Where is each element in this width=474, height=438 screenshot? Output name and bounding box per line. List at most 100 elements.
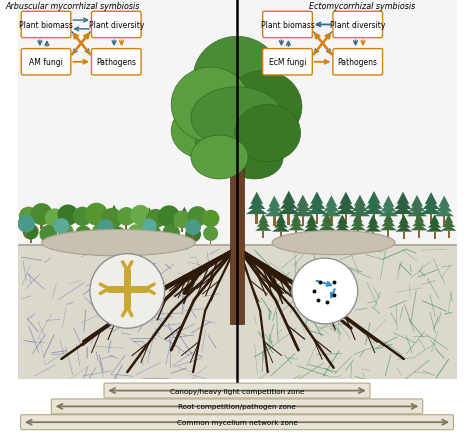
Polygon shape bbox=[255, 225, 272, 231]
Circle shape bbox=[130, 205, 151, 226]
Bar bbox=[196, 217, 199, 231]
Polygon shape bbox=[414, 213, 424, 223]
Polygon shape bbox=[73, 216, 85, 220]
FancyBboxPatch shape bbox=[263, 12, 312, 39]
Bar bbox=[359, 217, 361, 226]
Circle shape bbox=[75, 226, 91, 243]
Polygon shape bbox=[394, 200, 411, 209]
Text: Root competition/pathogen zone: Root competition/pathogen zone bbox=[178, 403, 296, 410]
Polygon shape bbox=[420, 207, 442, 215]
Bar bbox=[255, 215, 258, 225]
Bar bbox=[82, 217, 83, 230]
Ellipse shape bbox=[193, 37, 281, 120]
Circle shape bbox=[101, 208, 122, 230]
FancyBboxPatch shape bbox=[104, 383, 370, 398]
Circle shape bbox=[158, 206, 180, 228]
Text: Ectomycorrhizal symbiosis: Ectomycorrhizal symbiosis bbox=[309, 2, 415, 11]
Circle shape bbox=[57, 205, 79, 226]
Polygon shape bbox=[322, 213, 332, 223]
Polygon shape bbox=[436, 203, 452, 212]
FancyBboxPatch shape bbox=[21, 49, 71, 76]
Polygon shape bbox=[411, 195, 423, 207]
Polygon shape bbox=[307, 215, 317, 224]
Circle shape bbox=[187, 207, 208, 227]
Bar bbox=[153, 234, 155, 245]
Bar bbox=[181, 220, 183, 232]
Circle shape bbox=[292, 258, 358, 324]
Polygon shape bbox=[268, 196, 280, 207]
Polygon shape bbox=[366, 220, 380, 228]
Circle shape bbox=[203, 226, 218, 241]
Circle shape bbox=[97, 219, 114, 236]
Polygon shape bbox=[320, 219, 334, 227]
Polygon shape bbox=[334, 226, 351, 232]
Circle shape bbox=[110, 227, 127, 243]
Polygon shape bbox=[409, 202, 425, 212]
Polygon shape bbox=[321, 209, 342, 217]
Bar bbox=[111, 219, 113, 234]
Polygon shape bbox=[272, 226, 290, 232]
FancyBboxPatch shape bbox=[20, 415, 454, 430]
Text: Common mycelium network zone: Common mycelium network zone bbox=[176, 419, 298, 425]
Circle shape bbox=[23, 224, 38, 240]
FancyBboxPatch shape bbox=[333, 49, 383, 76]
Circle shape bbox=[185, 227, 201, 243]
Bar bbox=[148, 220, 150, 226]
Polygon shape bbox=[397, 220, 410, 228]
Polygon shape bbox=[412, 219, 426, 227]
Bar bbox=[104, 228, 106, 240]
Polygon shape bbox=[246, 207, 268, 215]
Circle shape bbox=[54, 219, 69, 234]
Polygon shape bbox=[276, 214, 286, 224]
Polygon shape bbox=[407, 209, 428, 217]
Circle shape bbox=[163, 225, 180, 242]
Polygon shape bbox=[337, 215, 347, 224]
Bar bbox=[43, 219, 45, 225]
Polygon shape bbox=[365, 226, 382, 232]
Polygon shape bbox=[303, 226, 320, 232]
Bar bbox=[357, 231, 359, 239]
Ellipse shape bbox=[191, 88, 283, 149]
Polygon shape bbox=[382, 219, 395, 227]
Bar bbox=[341, 232, 343, 240]
Polygon shape bbox=[323, 203, 339, 212]
Circle shape bbox=[173, 211, 191, 229]
Bar bbox=[25, 224, 27, 237]
Bar bbox=[118, 235, 119, 246]
Bar bbox=[273, 217, 275, 226]
Polygon shape bbox=[381, 203, 396, 212]
Bar bbox=[326, 231, 328, 239]
Polygon shape bbox=[426, 226, 443, 232]
Polygon shape bbox=[399, 215, 409, 224]
Ellipse shape bbox=[191, 136, 248, 180]
Polygon shape bbox=[392, 207, 414, 215]
Ellipse shape bbox=[235, 105, 301, 162]
Circle shape bbox=[45, 209, 65, 229]
Bar bbox=[443, 217, 446, 226]
Bar bbox=[401, 215, 404, 225]
FancyBboxPatch shape bbox=[91, 49, 141, 76]
Polygon shape bbox=[335, 207, 357, 215]
Bar bbox=[229, 105, 245, 324]
Circle shape bbox=[185, 220, 201, 236]
Polygon shape bbox=[288, 225, 305, 231]
Bar bbox=[18, 245, 456, 381]
Polygon shape bbox=[181, 207, 188, 214]
Circle shape bbox=[39, 226, 57, 243]
Polygon shape bbox=[308, 199, 326, 209]
Polygon shape bbox=[290, 219, 303, 227]
Bar bbox=[295, 231, 297, 238]
Polygon shape bbox=[397, 192, 409, 205]
Bar bbox=[280, 232, 282, 240]
Bar bbox=[61, 226, 62, 237]
Bar bbox=[78, 220, 80, 226]
Circle shape bbox=[142, 219, 157, 234]
Bar bbox=[316, 215, 318, 225]
Bar bbox=[18, 0, 456, 245]
Polygon shape bbox=[180, 211, 189, 216]
Bar bbox=[373, 215, 375, 225]
Bar bbox=[30, 232, 32, 243]
Text: Plant diversity: Plant diversity bbox=[330, 21, 385, 30]
Bar bbox=[287, 215, 290, 225]
Bar bbox=[65, 232, 67, 243]
